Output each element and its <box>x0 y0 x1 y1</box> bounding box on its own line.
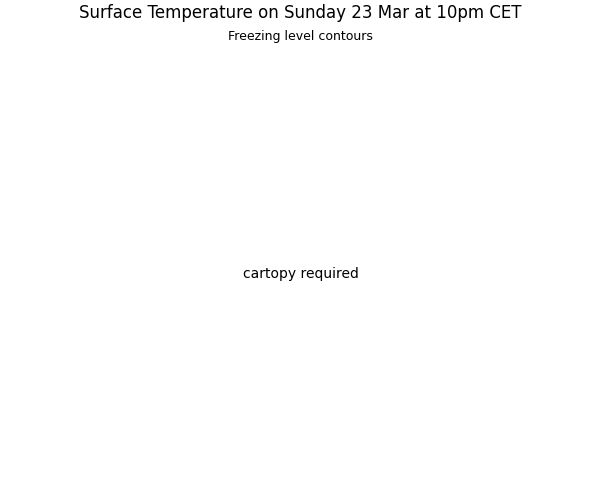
Text: Freezing level contours: Freezing level contours <box>228 30 373 43</box>
Text: Surface Temperature on Sunday 23 Mar at 10pm CET: Surface Temperature on Sunday 23 Mar at … <box>79 5 522 22</box>
Text: cartopy required: cartopy required <box>243 267 358 281</box>
